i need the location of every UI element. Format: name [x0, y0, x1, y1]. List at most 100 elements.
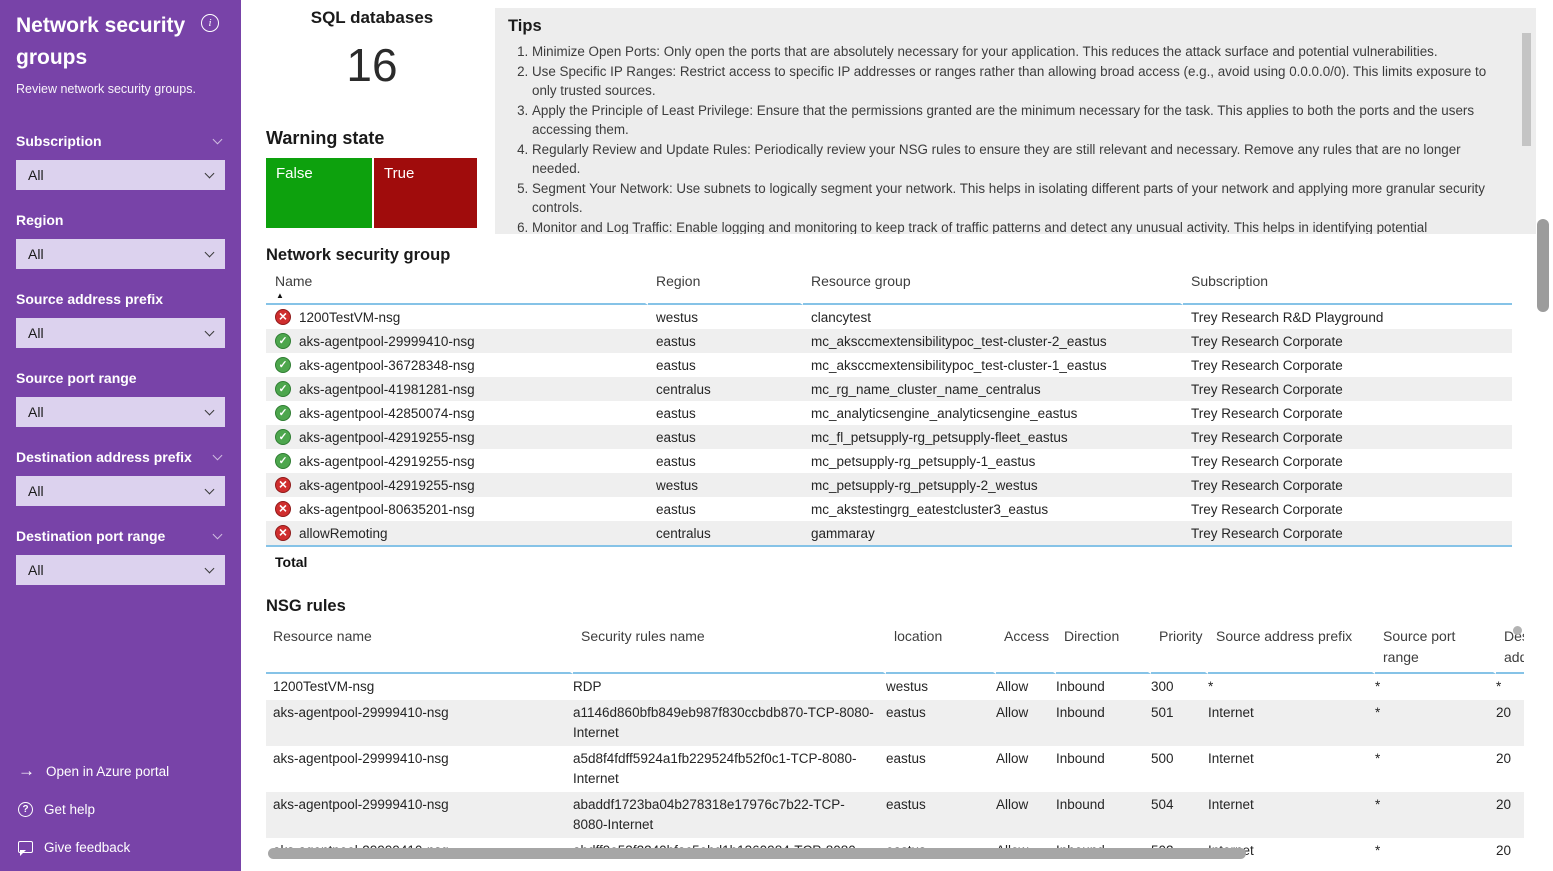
tile-label: True	[384, 165, 415, 182]
warning-tile-true[interactable]: True	[374, 158, 477, 228]
filter-label: Subscription	[16, 133, 102, 149]
warning-state-card: Warning state False True	[266, 128, 477, 228]
column-header-access[interactable]: Access	[996, 622, 1056, 674]
column-header-source-address-prefix[interactable]: Source address prefix	[1208, 622, 1375, 674]
tips-item: Apply the Principle of Least Privilege: …	[532, 101, 1510, 140]
chevron-down-icon	[204, 168, 215, 178]
nsg-table-header: Name ▲ Region Resource group Subscriptio…	[266, 271, 1512, 305]
sidebar-link[interactable]: Get help	[18, 798, 169, 820]
column-header-priority[interactable]: Priority	[1151, 622, 1208, 674]
table-row[interactable]: 1200TestVM-nsg westus clancytest Trey Re…	[266, 305, 1512, 329]
column-header-source-port-range[interactable]: Source port range	[1375, 622, 1496, 674]
column-header-security-rules-name[interactable]: Security rules name	[573, 622, 886, 674]
cell-resource-group: mc_petsupply-rg_petsupply-1_eastus	[811, 453, 1036, 469]
nsg-rules-title: NSG rules	[266, 597, 346, 615]
cell-region: eastus	[656, 501, 696, 517]
column-header-region[interactable]: Region	[648, 271, 803, 305]
column-header-destination-address-prefix[interactable]: Destination address prefix	[1496, 622, 1524, 674]
filter-group: Source address prefix All	[16, 291, 225, 348]
status-icon	[275, 333, 291, 349]
filter-dropdown[interactable]: All	[16, 476, 225, 506]
horizontal-scrollbar[interactable]	[268, 848, 1246, 859]
info-icon[interactable]: i	[201, 14, 219, 32]
filter-label: Source address prefix	[16, 291, 164, 307]
vertical-scrollbar[interactable]	[1537, 219, 1549, 312]
cell-direction: Inbound	[1056, 679, 1105, 694]
cell-subscription: Trey Research Corporate	[1191, 381, 1343, 397]
table-row[interactable]: aks-agentpool-29999410-nsg eastus mc_aks…	[266, 329, 1512, 353]
warning-tile-false[interactable]: False	[266, 158, 372, 228]
cell-subscription: Trey Research Corporate	[1191, 453, 1343, 469]
cell-source-address-prefix: Internet	[1208, 705, 1254, 720]
cell-access: Allow	[996, 751, 1029, 766]
cell-name: aks-agentpool-42919255-nsg	[299, 453, 475, 469]
filter-group: Source port range All	[16, 370, 225, 427]
tips-item: Use Specific IP Ranges: Restrict access …	[532, 62, 1510, 101]
cell-name: allowRemoting	[299, 525, 388, 541]
table-row[interactable]: aks-agentpool-42850074-nsg eastus mc_ana…	[266, 401, 1512, 425]
table-row[interactable]: aks-agentpool-80635201-nsg eastus mc_aks…	[266, 497, 1512, 521]
table-row[interactable]: aks-agentpool-29999410-nsg a5d8f4fdff592…	[266, 746, 1524, 792]
status-icon	[275, 477, 291, 493]
table-row[interactable]: aks-agentpool-29999410-nsg abaddf1723ba0…	[266, 792, 1524, 838]
filter-label: Region	[16, 212, 64, 228]
status-icon	[275, 357, 291, 373]
cell-source-port-range: *	[1375, 843, 1381, 858]
dropdown-value: All	[28, 325, 44, 341]
cell-priority: 300	[1151, 679, 1174, 694]
table-row[interactable]: aks-agentpool-36728348-nsg eastus mc_aks…	[266, 353, 1512, 377]
sidebar-link[interactable]: Open in Azure portal	[18, 760, 169, 782]
cell-region: centralus	[656, 381, 711, 397]
cell-region: centralus	[656, 525, 711, 541]
link-icon	[18, 841, 33, 856]
filter-dropdown[interactable]: All	[16, 160, 225, 190]
link-icon	[18, 761, 35, 781]
filter-dropdown[interactable]: All	[16, 318, 225, 348]
table-row[interactable]: aks-agentpool-42919255-nsg westus mc_pet…	[266, 473, 1512, 497]
column-header-direction[interactable]: Direction	[1056, 622, 1151, 674]
column-header-resource-group[interactable]: Resource group	[803, 271, 1183, 305]
tips-scrollbar[interactable]	[1522, 33, 1531, 146]
nsg-rules-section: NSG rules Resource name Security rules n…	[266, 597, 1524, 859]
chevron-down-icon[interactable]	[212, 134, 223, 144]
filter-dropdown[interactable]: All	[16, 397, 225, 427]
column-header-location[interactable]: location	[886, 622, 996, 674]
cell-resource-group: clancytest	[811, 309, 872, 325]
cell-location: eastus	[886, 797, 926, 812]
table-row[interactable]: aks-agentpool-41981281-nsg centralus mc_…	[266, 377, 1512, 401]
cell-location: eastus	[886, 705, 926, 720]
filter-dropdown[interactable]: All	[16, 555, 225, 585]
cell-security-rule-name: abaddf1723ba04b278318e17976c7b22-TCP-808…	[573, 797, 845, 832]
cell-source-port-range: *	[1375, 705, 1381, 720]
cell-source-port-range: *	[1375, 679, 1381, 694]
link-label: Open in Azure portal	[46, 763, 170, 779]
table-row[interactable]: aks-agentpool-42919255-nsg eastus mc_pet…	[266, 449, 1512, 473]
chevron-down-icon[interactable]	[212, 529, 223, 539]
cell-name: aks-agentpool-80635201-nsg	[299, 501, 475, 517]
table-row[interactable]: 1200TestVM-nsg RDP westus Allow Inbound …	[266, 674, 1524, 700]
cell-priority: 504	[1151, 797, 1174, 812]
table-bottom-line	[266, 545, 1512, 547]
cell-priority: 501	[1151, 705, 1174, 720]
filter-dropdown[interactable]: All	[16, 239, 225, 269]
cell-source-address-prefix: *	[1208, 679, 1214, 694]
dropdown-value: All	[28, 404, 44, 420]
link-icon	[18, 801, 33, 817]
column-header-resource-name[interactable]: Resource name	[266, 622, 573, 674]
dropdown-value: All	[28, 562, 44, 578]
cell-source-address-prefix: Internet	[1208, 751, 1254, 766]
nsg-table-body: 1200TestVM-nsg westus clancytest Trey Re…	[266, 305, 1512, 545]
cell-destination-address-prefix: 20	[1496, 751, 1512, 766]
chevron-down-icon[interactable]	[212, 450, 223, 460]
status-icon	[275, 525, 291, 541]
cell-resource-group: mc_rg_name_cluster_name_centralus	[811, 381, 1041, 397]
tips-item: Minimize Open Ports: Only open the ports…	[532, 42, 1510, 62]
table-row[interactable]: aks-agentpool-29999410-nsg a1146d860bfb8…	[266, 700, 1524, 746]
sidebar-link[interactable]: Give feedback	[18, 836, 169, 858]
column-header-name[interactable]: Name ▲	[266, 271, 648, 305]
table-row[interactable]: allowRemoting centralus gammaray Trey Re…	[266, 521, 1512, 545]
table-row[interactable]: aks-agentpool-42919255-nsg eastus mc_fl_…	[266, 425, 1512, 449]
column-header-subscription[interactable]: Subscription	[1183, 271, 1512, 305]
chevron-down-icon	[204, 405, 215, 415]
kpi-card: SQL databases 16	[266, 8, 478, 92]
